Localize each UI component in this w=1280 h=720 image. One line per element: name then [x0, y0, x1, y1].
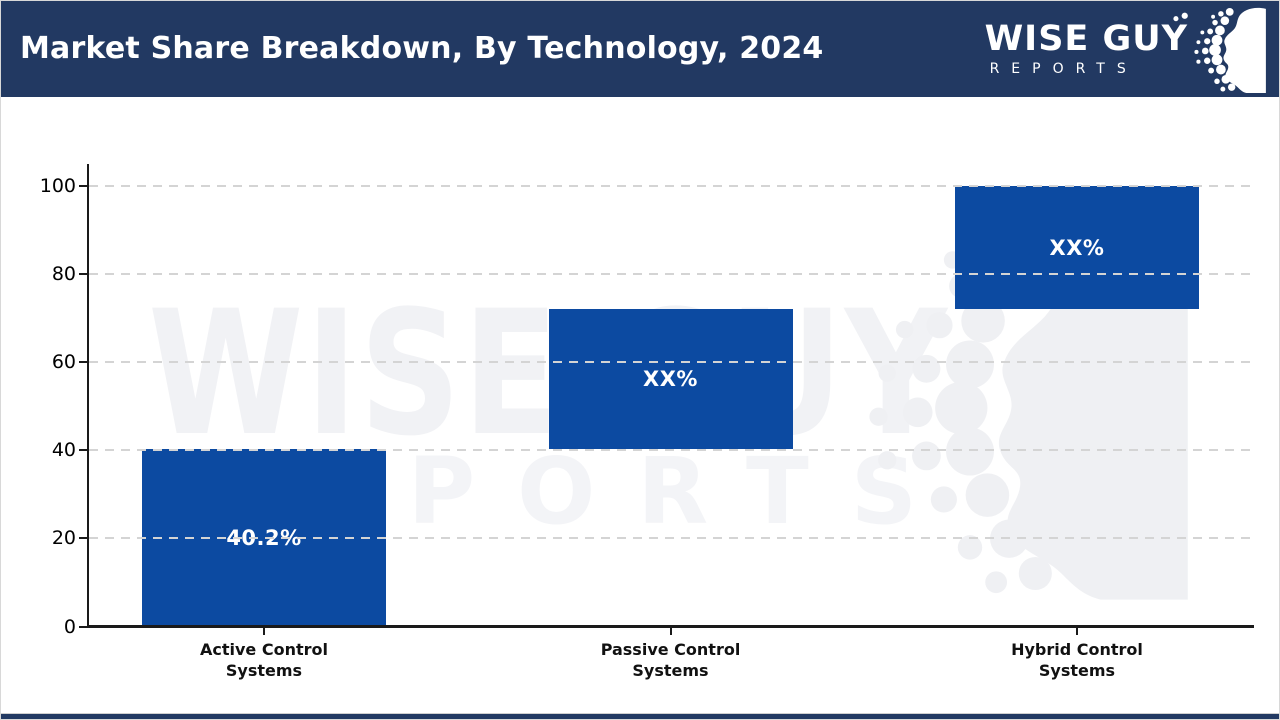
gridline [89, 273, 1253, 276]
gridline [89, 361, 1253, 364]
y-tick-label: 80 [51, 263, 76, 286]
bar: XX% [955, 185, 1199, 310]
header-bar: Market Share Breakdown, By Technology, 2… [0, 0, 1280, 97]
x-tick-mark [1076, 628, 1078, 635]
bar-value-label: XX% [1049, 235, 1105, 260]
gridline [89, 449, 1253, 452]
y-tick-label: 60 [51, 351, 76, 374]
bar-value-label: XX% [643, 367, 698, 392]
x-axis [87, 625, 1254, 628]
bar: XX% [548, 309, 793, 450]
face-profile-icon [1173, 7, 1266, 93]
category-label: Hybrid Control Systems [1011, 640, 1143, 680]
gridline [89, 537, 1253, 540]
y-tick-mark [79, 625, 87, 628]
y-tick-mark [79, 273, 87, 276]
page-title: Market Share Breakdown, By Technology, 2… [20, 31, 824, 66]
logo-wordmark: WISE GUY REPORTS [984, 19, 1188, 78]
y-tick-mark [79, 537, 87, 540]
y-tick-label: 0 [63, 615, 76, 638]
category-label: Active Control Systems [200, 640, 328, 680]
category-label: Passive Control Systems [600, 640, 741, 680]
y-tick-mark [79, 361, 87, 364]
y-tick-mark [79, 184, 87, 187]
footer-bar [0, 713, 1280, 720]
watermark-wordmark: WISE GUY [148, 273, 947, 474]
x-tick-mark [669, 628, 672, 635]
y-tick-label: 100 [39, 174, 76, 197]
y-axis [87, 164, 89, 627]
x-tick-mark [263, 628, 265, 635]
logo-wordmark-text: WISE GUY [984, 19, 1188, 59]
y-tick-mark [79, 449, 87, 452]
y-tick-label: 20 [51, 527, 76, 550]
y-tick-label: 40 [51, 439, 76, 462]
logo-reports-label: REPORTS [989, 61, 1138, 77]
gridline [89, 184, 1253, 187]
wiseguy-logo: WISE GUY REPORTS [985, 6, 1270, 94]
